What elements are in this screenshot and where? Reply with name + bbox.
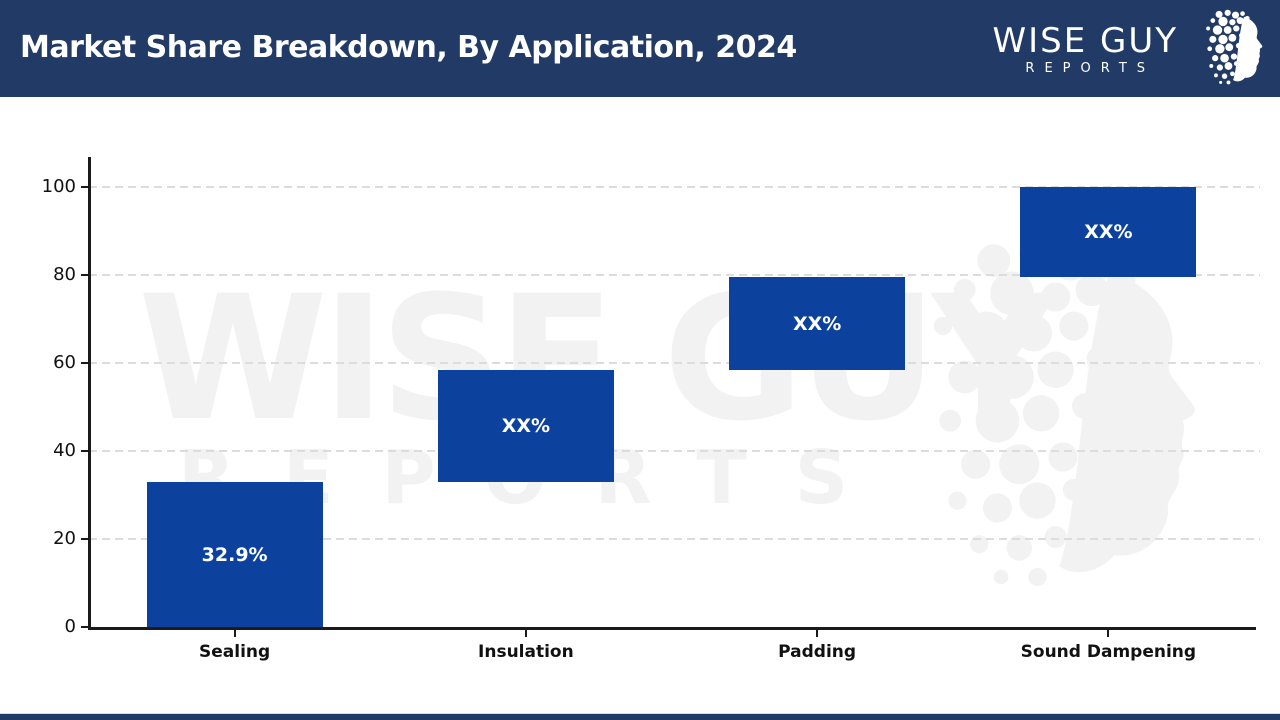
- wiseguy-logo: WISE GUY REPORTS: [992, 6, 1266, 94]
- y-tick-label-40: 40: [53, 440, 76, 461]
- y-tick-40: [81, 450, 89, 452]
- x-category-label: Padding: [778, 642, 857, 662]
- bar-sealing: 32.9%: [146, 482, 323, 627]
- y-tick-100: [81, 186, 89, 188]
- gridline-40: [89, 450, 1260, 452]
- logo-wordmark: WISE GUY: [992, 20, 1178, 61]
- y-tick-label-100: 100: [41, 176, 76, 197]
- gridline-80: [89, 274, 1260, 276]
- bar-padding: XX%: [729, 277, 906, 371]
- x-category-label: Insulation: [478, 642, 574, 662]
- y-tick-0: [81, 626, 89, 628]
- bar-sound-dampening: XX%: [1020, 187, 1197, 278]
- chart-plot-area: WISE GUY REPORTS 02040608010032.9%Sealin…: [0, 97, 1280, 713]
- page-title: Market Share Breakdown, By Application, …: [20, 30, 797, 65]
- y-tick-60: [81, 362, 89, 364]
- gridline-100: [89, 186, 1260, 188]
- dotted-head-logo-icon: [1180, 5, 1266, 95]
- y-tick-20: [81, 538, 89, 540]
- y-tick-label-80: 80: [53, 264, 76, 285]
- x-tick-0: [233, 629, 236, 637]
- x-axis-spine: [88, 627, 1256, 630]
- y-tick-80: [81, 274, 89, 276]
- x-category-label: Sound Dampening: [1020, 642, 1197, 662]
- gridline-60: [89, 362, 1260, 364]
- footer-bar: [0, 713, 1280, 720]
- logo-subtext: REPORTS: [1025, 61, 1156, 77]
- y-axis-spine: [88, 157, 91, 629]
- x-tick-1: [524, 629, 527, 637]
- gridline-20: [89, 538, 1260, 540]
- y-tick-label-0: 0: [64, 616, 76, 637]
- bar-value-label: XX%: [501, 415, 551, 438]
- x-tick-3: [1107, 629, 1110, 637]
- bar-value-label: XX%: [1084, 221, 1133, 244]
- bar-value-label: XX%: [792, 312, 842, 335]
- x-category-label: Sealing: [199, 642, 271, 662]
- bar-value-label: 32.9%: [201, 543, 268, 566]
- x-tick-2: [816, 629, 819, 637]
- bar-insulation: XX%: [437, 370, 614, 483]
- logo-text: WISE GUY REPORTS: [992, 20, 1178, 77]
- y-tick-label-20: 20: [53, 528, 76, 549]
- y-tick-label-60: 60: [53, 352, 76, 373]
- header-bar: Market Share Breakdown, By Application, …: [0, 0, 1280, 97]
